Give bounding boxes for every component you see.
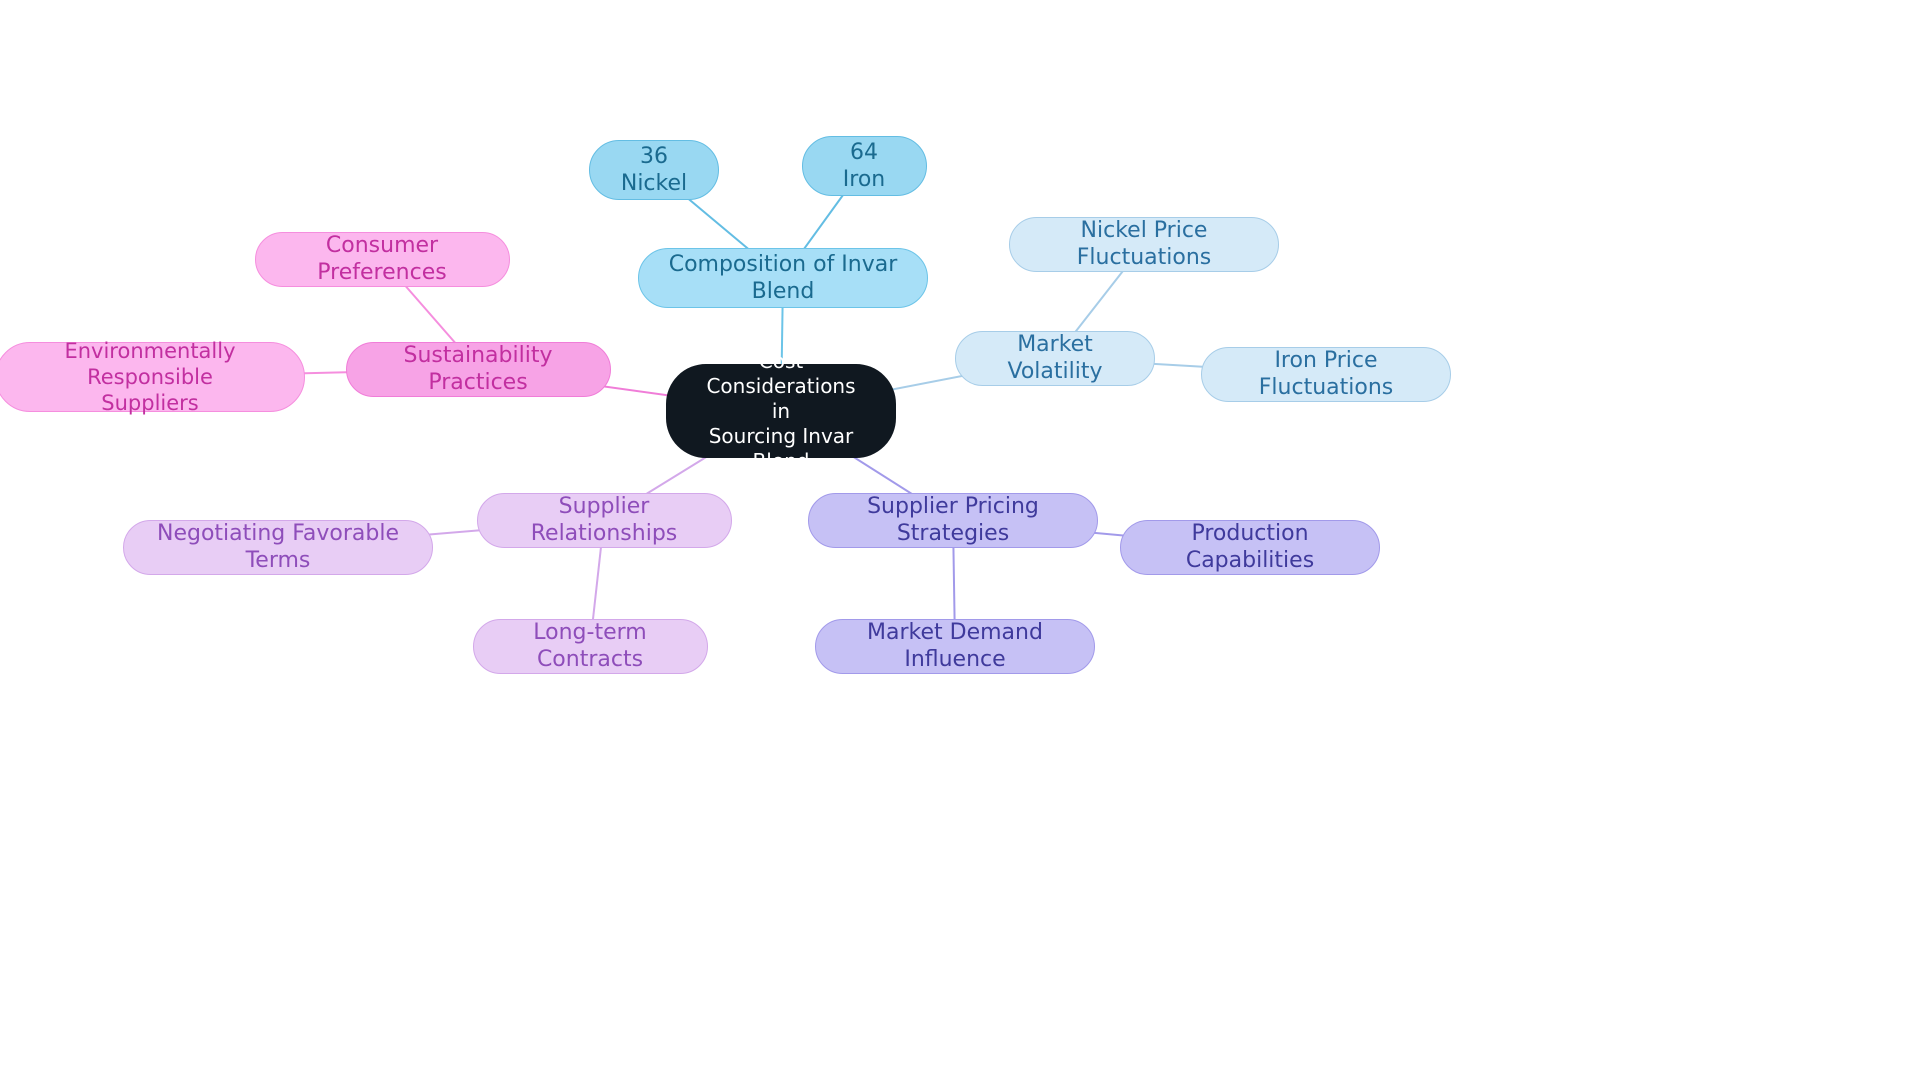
node-nft: Negotiating Favorable Terms bbox=[123, 520, 433, 575]
node-nickel: 36 Nickel bbox=[589, 140, 719, 200]
node-pc: Production Capabilities bbox=[1120, 520, 1380, 575]
node-ipf: Iron Price Fluctuations bbox=[1201, 347, 1451, 402]
mindmap-canvas: Cost Considerations in Sourcing Invar Bl… bbox=[0, 0, 1920, 1083]
node-root: Cost Considerations in Sourcing Invar Bl… bbox=[666, 364, 896, 458]
node-ltc: Long-term Contracts bbox=[473, 619, 708, 674]
node-npf: Nickel Price Fluctuations bbox=[1009, 217, 1279, 272]
node-cp: Consumer Preferences bbox=[255, 232, 510, 287]
node-ers: Environmentally Responsible Suppliers bbox=[0, 342, 305, 412]
node-comp: Composition of Invar Blend bbox=[638, 248, 928, 308]
node-sps: Supplier Pricing Strategies bbox=[808, 493, 1098, 548]
node-sust: Sustainability Practices bbox=[346, 342, 611, 397]
node-iron: 64 Iron bbox=[802, 136, 927, 196]
node-mv: Market Volatility bbox=[955, 331, 1155, 386]
node-sr: Supplier Relationships bbox=[477, 493, 732, 548]
node-mdi: Market Demand Influence bbox=[815, 619, 1095, 674]
